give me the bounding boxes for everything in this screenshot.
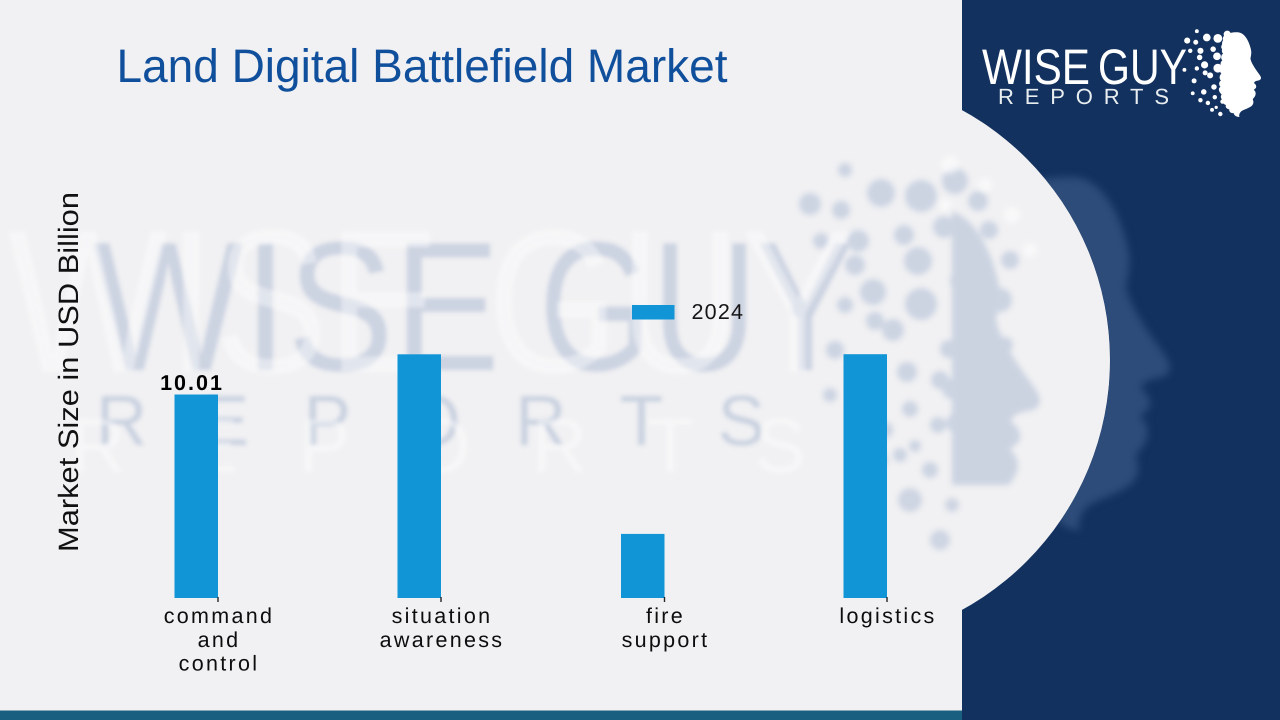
svg-text:control: control (179, 652, 260, 676)
svg-text:GUY: GUY (1098, 39, 1187, 95)
svg-text:Land Digital Battlefield Marke: Land Digital Battlefield Market (117, 39, 728, 92)
svg-text:WISE: WISE (982, 39, 1090, 95)
svg-text:support: support (622, 628, 710, 652)
svg-text:and: and (198, 628, 241, 652)
svg-text:2024: 2024 (692, 300, 745, 324)
svg-text:situation: situation (392, 604, 493, 628)
svg-text:REPORTS: REPORTS (998, 84, 1180, 109)
svg-text:command: command (164, 604, 275, 628)
svg-text:logistics: logistics (839, 604, 936, 628)
svg-text:fire: fire (646, 604, 685, 628)
svg-text:awareness: awareness (380, 628, 505, 652)
svg-text:10.01: 10.01 (160, 371, 224, 395)
svg-text:Market Size in USD Billion: Market Size in USD Billion (53, 192, 84, 552)
